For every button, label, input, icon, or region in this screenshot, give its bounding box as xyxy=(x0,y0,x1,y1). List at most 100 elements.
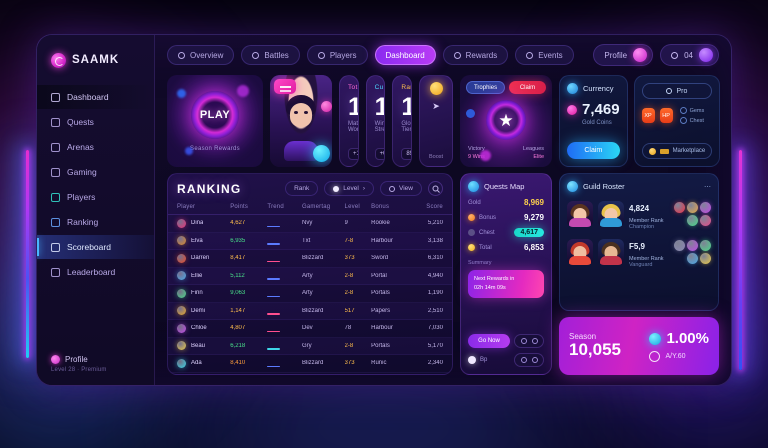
tab-battles[interactable]: Battles xyxy=(241,45,300,65)
roster-title: Guild Roster xyxy=(583,182,625,191)
filter-view[interactable]: View xyxy=(380,181,422,196)
claim-button[interactable]: Claim xyxy=(509,81,547,94)
player-bonus: Harbour xyxy=(371,325,393,332)
gem-icon xyxy=(679,107,687,114)
star-icon: ★ xyxy=(498,110,514,130)
home-icon xyxy=(178,51,185,59)
refresh-icon[interactable] xyxy=(520,357,527,363)
stat-label: Current xyxy=(374,84,386,91)
quest-actions[interactable] xyxy=(514,334,544,348)
pro-button[interactable]: Pro xyxy=(641,83,713,99)
tab-rewards[interactable]: Rewards xyxy=(442,45,509,65)
player-trend xyxy=(267,302,302,320)
table-row[interactable]: Finn 9,063 Arty 2-8 Portals 1,190 xyxy=(168,285,452,303)
claim-credits-button[interactable]: Claim xyxy=(567,142,620,159)
sidebar-item-leaderboard[interactable]: Leaderboard xyxy=(37,260,154,284)
table-column-headers: Player Points Trend Gamertag Level Bonus… xyxy=(168,201,452,215)
table-row[interactable]: Beau 6,218 Gry 2-8 Portals 5,170 xyxy=(168,337,452,355)
filter-rank[interactable]: Rank xyxy=(285,181,319,196)
sidebar-item-arenas[interactable]: Arenas xyxy=(37,135,154,159)
stat-chip: 8915 xyxy=(401,148,412,160)
column-header: Score xyxy=(426,204,443,210)
sidebar-footer[interactable]: Profile Level 28 · Premium xyxy=(37,345,154,385)
content-row: RANKING Rank Level › View xyxy=(155,167,731,385)
menu-tag-icon[interactable] xyxy=(274,79,296,94)
badge-icon xyxy=(700,253,711,264)
table-row[interactable]: Ellie 5,112 Arty 2-8 Portal 4,940 xyxy=(168,267,452,285)
stat-card-streak[interactable]: Current 16 Win Streak +03 › xyxy=(365,75,386,167)
search-icon[interactable] xyxy=(428,181,443,196)
tab-players[interactable]: Players xyxy=(306,45,368,65)
season-summary-card[interactable]: Season 10,055 1.00% A/Y.60 xyxy=(559,317,719,375)
player-score: 2,340 xyxy=(427,360,443,367)
gear-icon[interactable] xyxy=(531,338,538,344)
sidebar-item-players[interactable]: Players xyxy=(37,185,154,209)
filter-level[interactable]: Level › xyxy=(324,181,375,196)
member-portrait xyxy=(567,239,593,265)
star-reward-card[interactable]: Trophies Claim ★ Victory 9 Wins Leagues … xyxy=(460,75,553,167)
more-icon[interactable]: ⋯ xyxy=(704,183,711,191)
stat-value: 16 xyxy=(375,94,385,121)
tab-overview[interactable]: Overview xyxy=(167,45,235,65)
table-row[interactable]: Dina 4,627 Nvy 9 Rookie 5,210 xyxy=(168,215,452,233)
marketplace-row[interactable]: Marketplace xyxy=(641,143,713,159)
credits-title: Currency xyxy=(583,84,614,93)
player-points: 6,935 xyxy=(230,237,246,244)
stat-sublabel: Win Streak xyxy=(374,121,386,134)
trophies-button[interactable]: Trophies xyxy=(466,81,506,94)
boost-mini-card[interactable]: ➤ Boost xyxy=(419,75,454,167)
account-label: 04 xyxy=(684,50,693,60)
sidebar-item-label: Arenas xyxy=(67,142,94,152)
player-gamertag: Blizzard xyxy=(302,307,324,314)
stat-value: 130 xyxy=(348,94,358,121)
table-row[interactable]: Darren 8,417 Blizzard 373 Sword 6,310 xyxy=(168,250,452,268)
roster-row[interactable]: F5,9 Member Rank Vanguard xyxy=(567,236,711,268)
player-gamertag: Nvy xyxy=(302,220,313,227)
avatar xyxy=(177,341,186,351)
info-icon[interactable] xyxy=(520,338,527,344)
cyan-orb-icon xyxy=(313,145,330,162)
wallet-line: Gems xyxy=(679,107,704,114)
quest-row: Total 6,853 xyxy=(468,243,544,252)
avatar-pink-icon xyxy=(633,48,648,62)
player-gamertag: Blizzard xyxy=(302,255,324,262)
player-bonus: Papers xyxy=(371,307,391,314)
table-row[interactable]: Chloe 4,807 Dev 78 Harbour 7,030 xyxy=(168,320,452,338)
tab-dashboard[interactable]: Dashboard xyxy=(374,45,436,65)
roster-row[interactable]: 4,824 Member Rank Champion xyxy=(567,198,711,230)
go-now-button[interactable]: Go Now xyxy=(468,334,510,348)
hero-badge-card[interactable]: PLAY Season Rewards xyxy=(167,75,263,167)
copy-icon[interactable] xyxy=(531,357,538,363)
quest-countdown-banner: Next Rewards in 02h 14m 09s xyxy=(468,270,544,298)
player-gamertag: Gry xyxy=(302,342,312,349)
marketplace-label: Marketplace xyxy=(672,148,706,154)
sidebar-item-dashboard[interactable]: Dashboard xyxy=(37,85,154,109)
avatar xyxy=(177,236,186,246)
avatar xyxy=(177,288,186,298)
table-row[interactable]: Elva 6,935 Txt 7-8 Harbour 3,138 xyxy=(168,232,452,250)
profile-pod[interactable]: Profile xyxy=(593,44,654,66)
sidebar-item-scoreboard[interactable]: Scoreboard xyxy=(37,235,154,259)
player-level: 2-8 xyxy=(344,272,354,279)
profile-label: Profile xyxy=(604,50,628,60)
user-icon xyxy=(317,51,325,59)
sidebar-item-quests[interactable]: Quests xyxy=(37,110,154,134)
stat-card-total[interactable]: Total 130 Matches Won +12 › xyxy=(339,75,359,167)
table-row[interactable]: Ada 8,410 Blizzard 373 Runic 2,340 xyxy=(168,355,452,373)
column-header: Player xyxy=(177,204,196,210)
badge-icon xyxy=(700,240,711,251)
app-window: SAAMK Dashboard Quests Arenas Gaming Pla… xyxy=(36,34,732,386)
quest-last-label: Bp xyxy=(480,357,488,363)
character-card[interactable] xyxy=(270,75,332,167)
table-row[interactable]: Demi 1,147 Blizzard 517 Papers 2,510 xyxy=(168,302,452,320)
badge-icon xyxy=(700,202,711,213)
character-skin xyxy=(290,103,312,127)
tab-events[interactable]: Events xyxy=(515,45,574,65)
credits-panel: Currency 7,469 Gold Coins Claim xyxy=(559,75,628,167)
stat-card-rank[interactable]: Rank 13 Global Tier 8915 › xyxy=(392,75,413,167)
quest-value: 8,969 xyxy=(523,198,544,207)
account-pod[interactable]: 04 xyxy=(660,44,719,66)
sidebar-item-gaming[interactable]: Gaming xyxy=(37,160,154,184)
sidebar-item-ranking[interactable]: Ranking xyxy=(37,210,154,234)
quest-last-actions[interactable] xyxy=(514,353,544,367)
